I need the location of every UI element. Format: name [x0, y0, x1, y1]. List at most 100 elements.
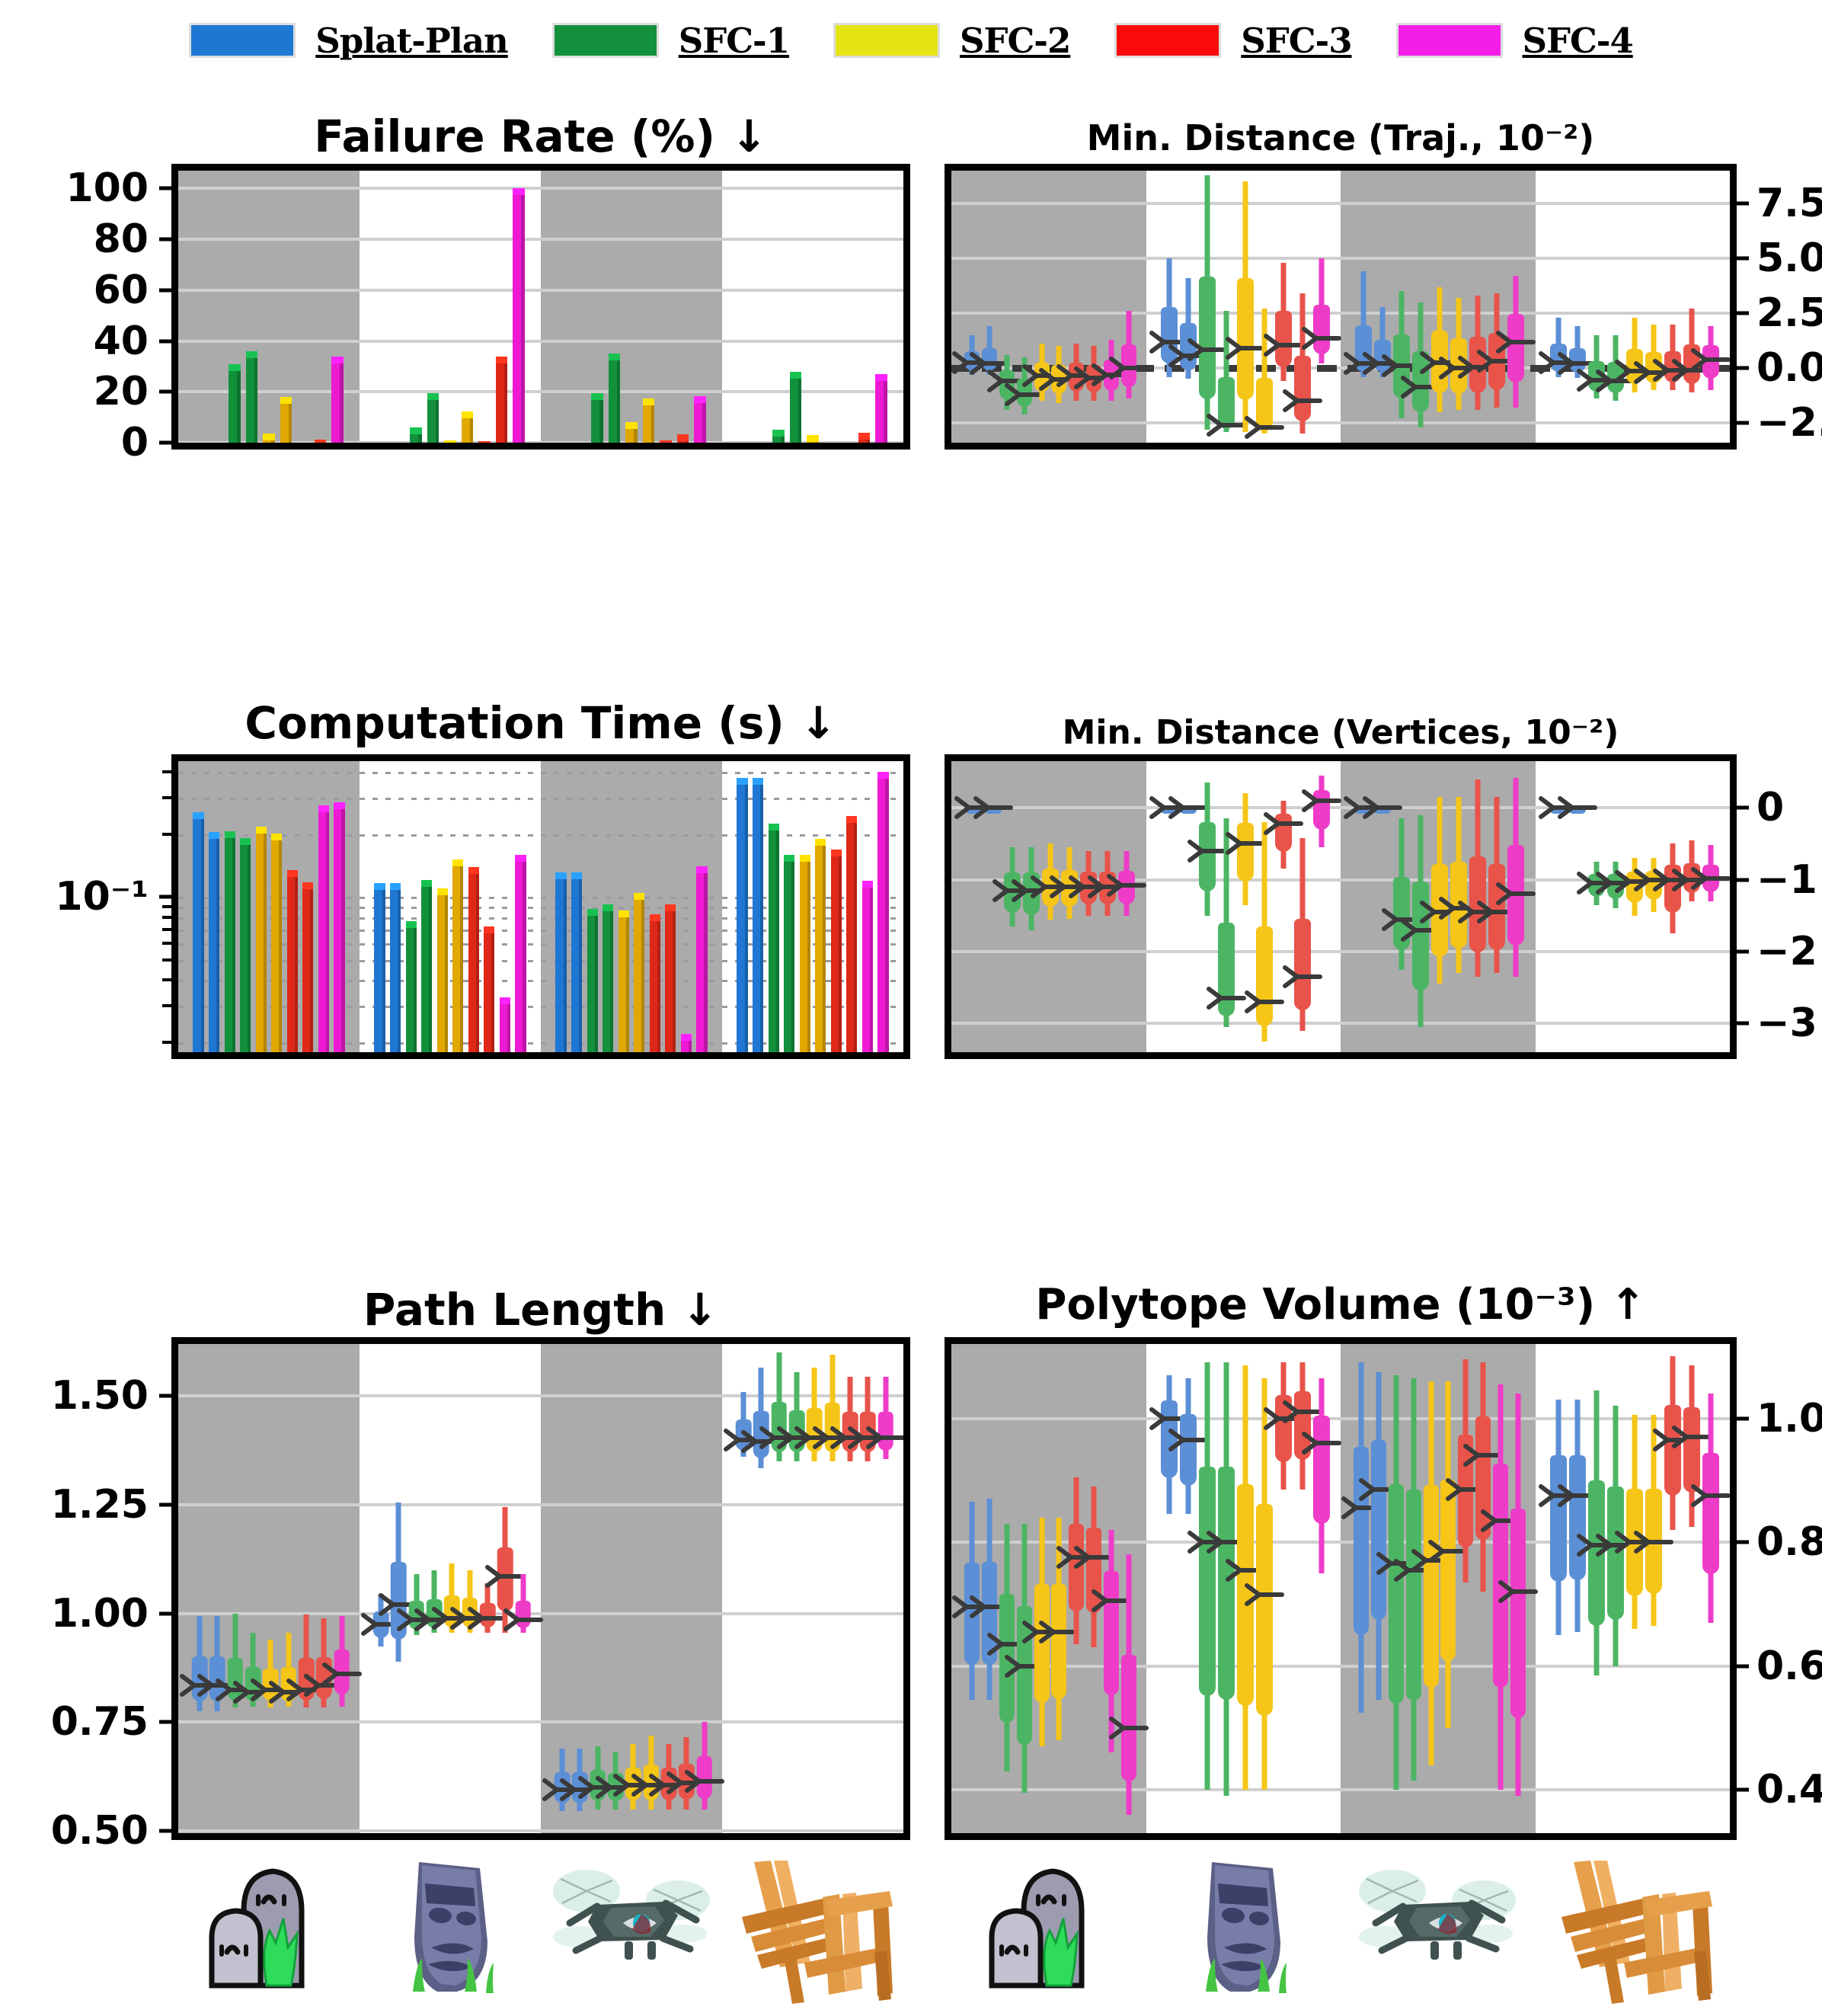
violin	[1236, 171, 1254, 443]
violin-body	[1198, 1467, 1216, 1696]
gridline	[951, 421, 1730, 425]
plot-area-failure-rate	[171, 164, 910, 450]
y-tick-label: 20	[93, 369, 149, 415]
bar-cap	[468, 866, 479, 874]
y-tick-mark	[159, 1829, 171, 1833]
flight-room-scene-icon	[1341, 1858, 1536, 2010]
violin	[1606, 171, 1624, 443]
bar-cap	[499, 997, 510, 1005]
violin	[1293, 171, 1311, 443]
bar	[209, 832, 220, 1052]
bar	[693, 395, 706, 443]
plot-area-path-length	[171, 1337, 910, 1840]
violin	[1255, 1344, 1273, 1833]
violin-body	[1388, 1484, 1405, 1704]
y-tick-mark	[1737, 1664, 1749, 1669]
panel-title: Computation Time (s) ↓	[245, 697, 837, 749]
violin	[1568, 1344, 1586, 1833]
y-minor-tick-mark	[162, 927, 171, 931]
y-minor-tick-mark	[162, 905, 171, 908]
gridline	[178, 917, 903, 920]
violin-body	[1217, 923, 1235, 1016]
violin	[1645, 1344, 1662, 1833]
violin-body	[479, 1603, 496, 1627]
legend-item-sfc-1[interactable]: SFC-1	[551, 20, 790, 61]
median-marker-icon	[865, 1426, 903, 1449]
bar	[634, 892, 645, 1052]
y-tick-label: 0.4	[1756, 1767, 1822, 1813]
bar	[461, 411, 474, 443]
bar	[421, 879, 433, 1052]
violin	[1475, 1344, 1491, 1833]
gridline	[178, 897, 903, 900]
y-tick-label: 10⁻¹	[55, 874, 149, 920]
bar	[665, 904, 676, 1052]
y-tick-label: 80	[93, 216, 149, 263]
bar-cap	[484, 926, 495, 934]
bar-cap	[815, 839, 826, 846]
y-tick-mark	[1737, 201, 1749, 206]
gridline	[951, 1664, 1730, 1668]
legend-item-sfc-2[interactable]: SFC-2	[833, 21, 1071, 61]
y-tick-label: 0.0	[1756, 345, 1822, 392]
stonehenge-scene-icon	[178, 1858, 360, 2010]
category-band-flight-room	[541, 171, 722, 443]
violin-body	[1405, 1489, 1421, 1701]
y-minor-tick-mark	[162, 915, 171, 919]
violin-body	[1179, 808, 1197, 814]
gridline	[178, 959, 903, 962]
y-minor-tick-mark	[162, 770, 171, 773]
bar-shadow	[625, 910, 629, 1052]
bar	[830, 849, 842, 1052]
gridline	[178, 288, 903, 292]
violin-body	[1606, 1486, 1624, 1621]
bar	[410, 427, 422, 443]
bar	[858, 432, 871, 443]
bar	[286, 869, 298, 1052]
bar-cap	[737, 777, 748, 785]
legend-item-sfc-3[interactable]: SFC-3	[1114, 20, 1353, 61]
gridline	[178, 441, 903, 443]
median-marker-icon	[1244, 415, 1284, 439]
y-tick-label: 60	[93, 267, 149, 313]
violin-body	[1568, 808, 1586, 814]
bar-cap	[680, 1034, 692, 1042]
bar-shadow	[475, 866, 479, 1052]
violin	[1702, 1344, 1719, 1833]
legend-label: SFC-1	[678, 20, 790, 61]
violin-body	[1120, 344, 1136, 388]
bar-cap	[660, 440, 672, 443]
bar-cap	[193, 812, 204, 820]
violin	[391, 1344, 407, 1833]
bar-cap	[591, 393, 603, 401]
legend-swatch-icon	[1114, 23, 1222, 58]
violin-body	[391, 1562, 407, 1640]
bar-cap	[768, 824, 779, 831]
median-marker-icon	[1244, 990, 1284, 1013]
category-band-old-union	[722, 171, 903, 443]
bar-cap	[571, 872, 583, 879]
median-marker-icon	[973, 796, 1014, 820]
bar	[591, 393, 603, 443]
legend-item-splat-plan[interactable]: Splat-Plan	[189, 21, 509, 61]
median-marker-icon	[1225, 337, 1265, 360]
gridline	[178, 1720, 903, 1724]
median-marker-icon	[1187, 338, 1227, 361]
violin	[1664, 1344, 1681, 1833]
bar-shadow	[325, 805, 329, 1052]
violin-body	[966, 808, 983, 814]
y-tick-mark	[159, 186, 171, 190]
legend-label: SFC-3	[1241, 20, 1352, 61]
bar-shadow	[775, 824, 779, 1052]
violin-body	[1051, 1583, 1067, 1700]
bar-cap	[390, 882, 401, 890]
median-marker-icon	[1690, 866, 1730, 890]
bar-shadow	[885, 771, 889, 1052]
bar	[436, 888, 448, 1052]
category-band-statue	[360, 171, 541, 443]
legend-item-sfc-4[interactable]: SFC-4	[1395, 21, 1634, 61]
bar-cap	[858, 432, 871, 440]
median-marker-icon	[1168, 796, 1208, 820]
violin-body	[1217, 377, 1235, 430]
